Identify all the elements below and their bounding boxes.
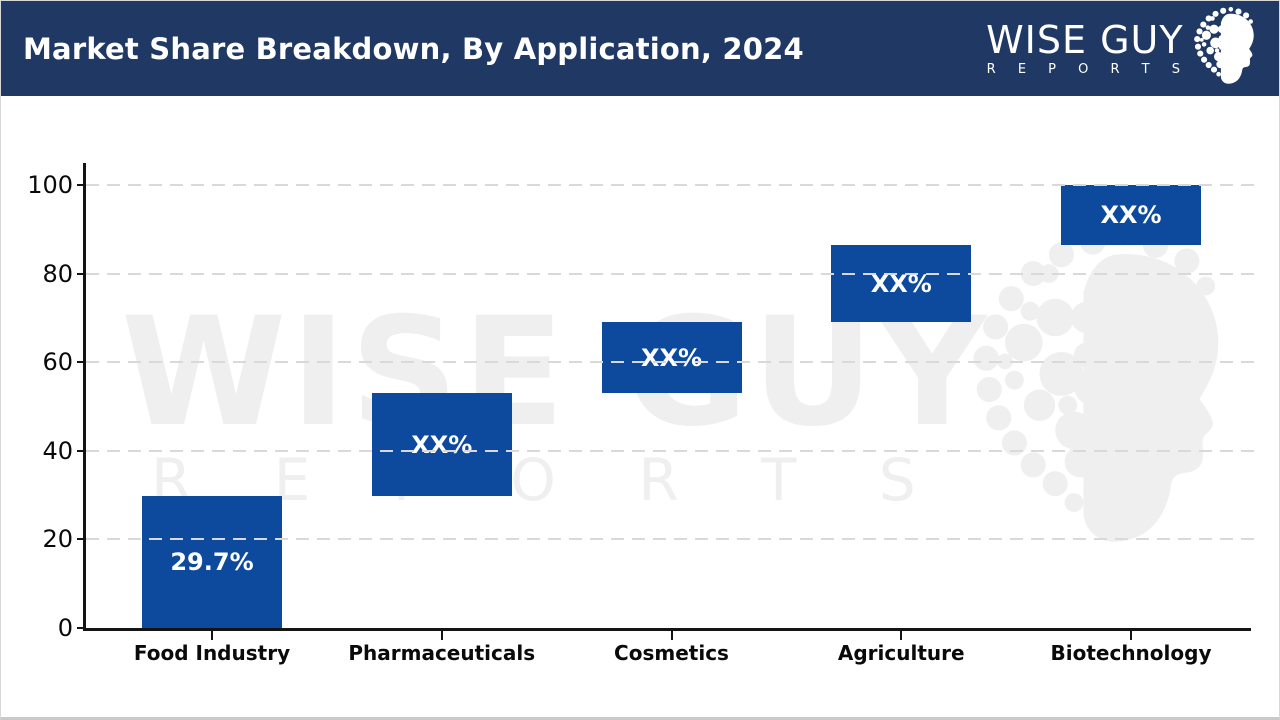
brand-name: WISE GUY (986, 18, 1184, 62)
y-axis-tick-label: 60 (42, 348, 73, 377)
brand-logo: WISE GUY R E P O R T S (981, 5, 1269, 93)
y-gridline (86, 272, 1254, 275)
waterfall-bar-pharmaceuticals: XX% (371, 393, 512, 497)
bar-value-label: XX% (870, 269, 932, 298)
x-axis-tick-mark (670, 631, 673, 640)
x-axis-tick-mark (211, 631, 213, 640)
brand-subtitle: R E P O R T S (986, 62, 1189, 77)
y-axis-tick-label: 100 (27, 171, 73, 199)
y-axis-tick-mark (77, 627, 85, 629)
dotted-head-icon (1185, 5, 1269, 93)
x-axis-category-label: Pharmaceuticals (348, 641, 536, 665)
brand-logo-text: WISE GUY R E P O R T S (981, 21, 1189, 76)
y-axis-tick-label: 80 (42, 259, 73, 288)
bar-value-label: 29.7% (170, 548, 254, 577)
y-axis-tick-mark (77, 184, 85, 186)
y-gridline (86, 538, 1254, 541)
bar-value-label: XX% (640, 343, 703, 372)
y-gridline (86, 449, 1254, 452)
y-axis-tick-mark (77, 361, 85, 364)
x-axis-category-label: Cosmetics (614, 641, 729, 665)
bar-value-label: XX% (1100, 200, 1162, 229)
x-axis-tick-mark (440, 631, 443, 640)
y-gridline (86, 184, 1254, 186)
y-axis-line (83, 163, 86, 631)
y-axis-tick-label: 0 (57, 614, 73, 642)
x-axis-tick-mark (900, 631, 903, 640)
x-axis-line (83, 628, 1251, 631)
y-axis-tick-mark (77, 449, 85, 452)
y-gridline (86, 361, 1254, 364)
y-axis-tick-mark (77, 538, 85, 541)
x-axis-category-label: Agriculture (837, 641, 965, 665)
x-axis-category-label: Food Industry (133, 641, 291, 665)
header-bar: Market Share Breakdown, By Application, … (1, 1, 1279, 96)
waterfall-bar-agriculture: XX% (831, 244, 972, 323)
y-axis-tick-label: 20 (42, 525, 73, 554)
x-axis-category-label: Biotechnology (1050, 641, 1212, 665)
y-axis-tick-label: 40 (42, 436, 73, 465)
waterfall-bar-food-industry: 29.7% (142, 496, 282, 628)
page-title: Market Share Breakdown, By Application, … (23, 31, 804, 66)
bar-value-label: XX% (411, 430, 473, 459)
x-axis-tick-mark (1130, 631, 1132, 640)
y-axis-tick-mark (77, 272, 85, 275)
waterfall-bar-cosmetics: XX% (601, 322, 742, 394)
waterfall-bar-biotechnology: XX% (1061, 185, 1201, 245)
